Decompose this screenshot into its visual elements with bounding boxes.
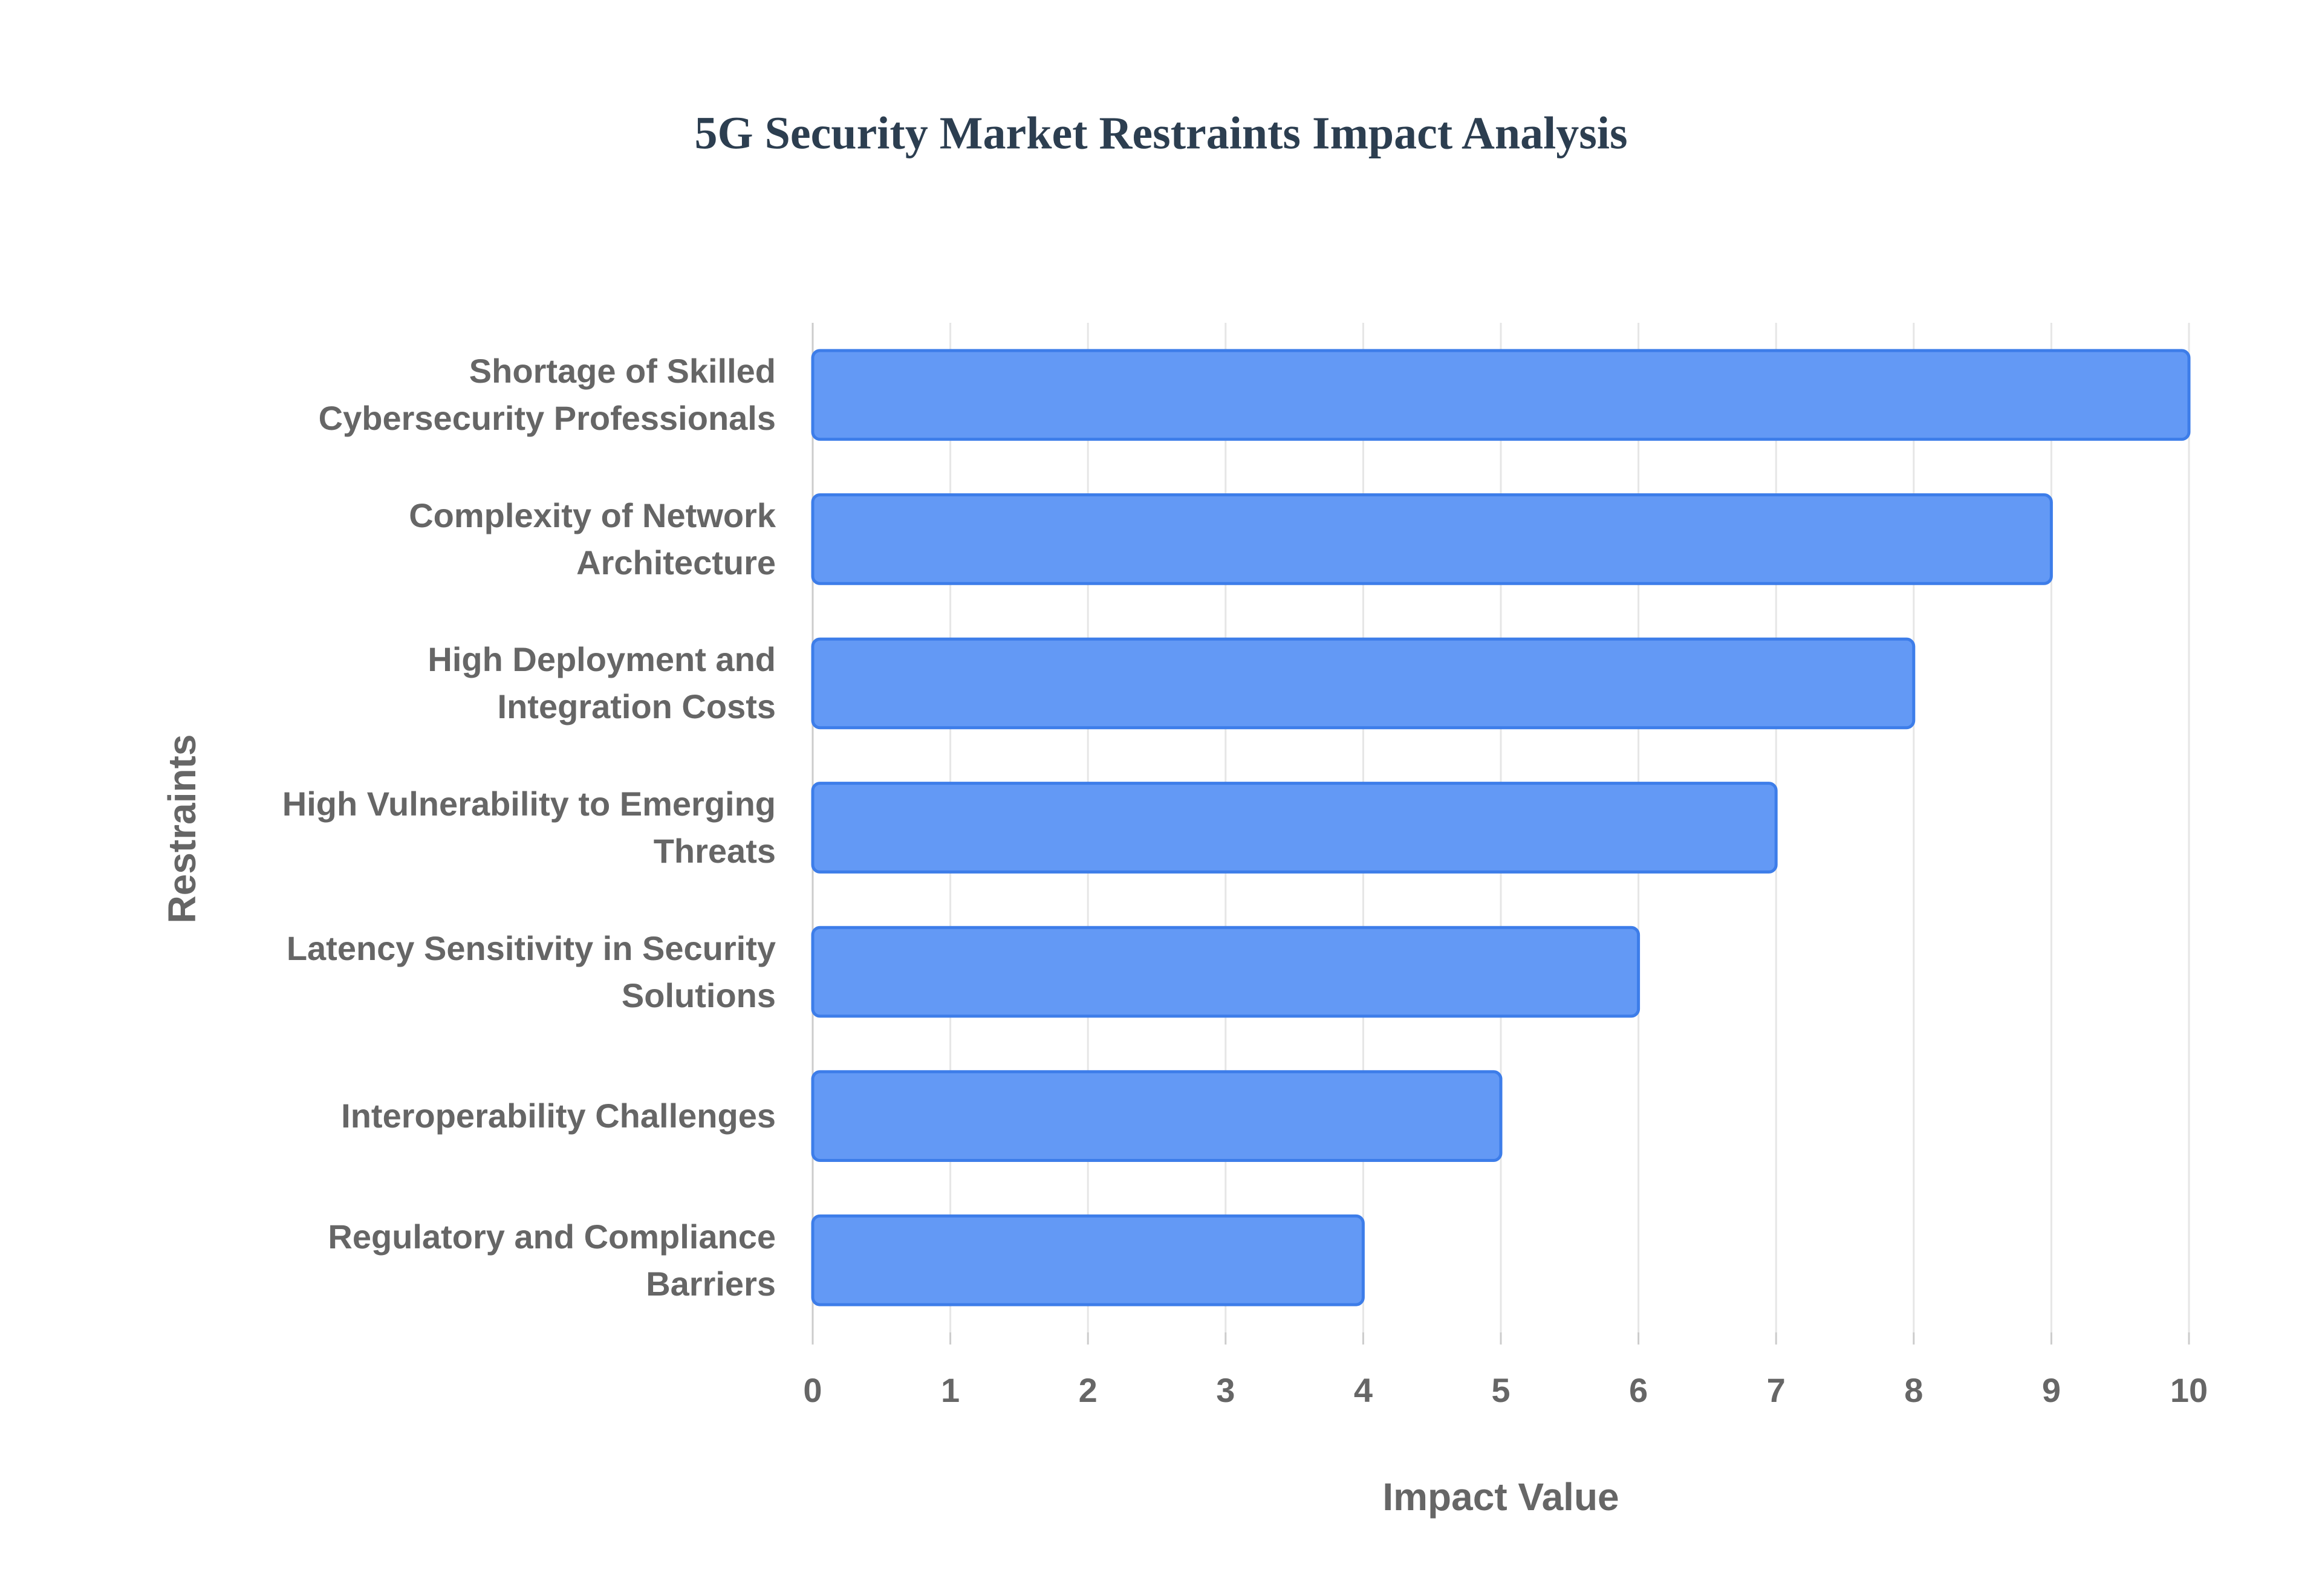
y-tick-label: High Deployment and Integration Costs	[428, 640, 776, 726]
x-tick-label: 7	[1767, 1371, 1786, 1409]
x-tick-label: 1	[941, 1371, 960, 1409]
x-tick-label: 4	[1354, 1371, 1373, 1409]
bar	[811, 1070, 1503, 1163]
y-tick-label: Complexity of Network Architecture	[409, 496, 776, 582]
x-axis-title: Impact Value	[1382, 1475, 1619, 1519]
y-tick-label: Shortage of Skilled Cybersecurity Profes…	[318, 352, 776, 438]
x-tick-label: 8	[1904, 1371, 1923, 1409]
x-tick-label: 5	[1491, 1371, 1510, 1409]
y-axis-title: Restraints	[160, 735, 204, 924]
bar	[811, 637, 1916, 730]
y-tick-label: High Vulnerability to Emerging Threats	[282, 785, 776, 870]
bar	[811, 493, 2053, 585]
y-tick-label: Regulatory and Compliance Barriers	[328, 1217, 776, 1303]
y-tick-label: Interoperability Challenges	[341, 1097, 776, 1135]
y-tick-label: Latency Sensitivity in Security Solution…	[286, 929, 776, 1014]
x-tick-label: 0	[803, 1371, 822, 1409]
chart-title: 5G Security Market Restraints Impact Ana…	[694, 108, 1627, 158]
bar	[811, 926, 1641, 1018]
bar	[811, 349, 2191, 441]
x-tick-label: 9	[2042, 1371, 2061, 1409]
x-tick-label: 10	[2170, 1371, 2208, 1409]
x-tick-label: 2	[1079, 1371, 1098, 1409]
x-tick-label: 6	[1629, 1371, 1648, 1409]
x-tick-label: 3	[1216, 1371, 1235, 1409]
bar	[811, 1214, 1365, 1306]
bar	[811, 782, 1778, 874]
